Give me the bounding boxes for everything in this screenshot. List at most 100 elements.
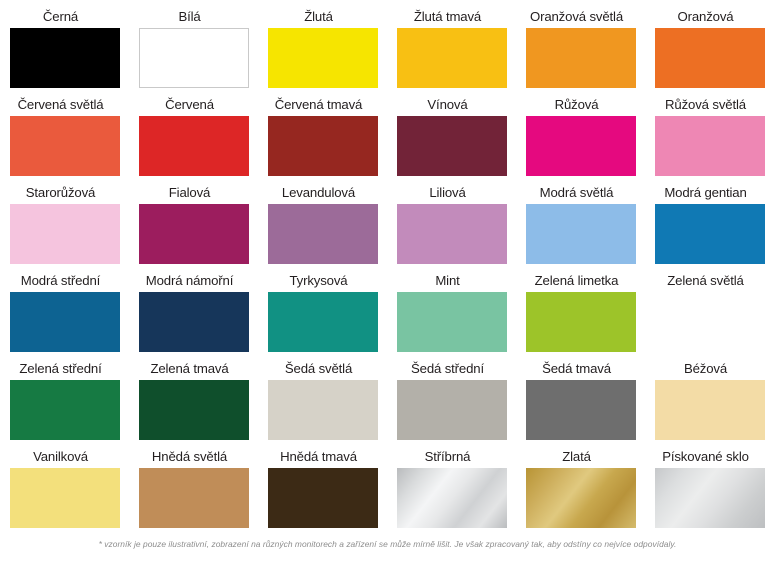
swatch-chip-cervena[interactable]: [139, 116, 249, 176]
swatch-chip-zluta[interactable]: [268, 28, 378, 88]
swatch-label: Pískované sklo: [662, 449, 749, 464]
swatch-label: Oranžová světlá: [529, 9, 624, 24]
swatch-cell-bila[interactable]: Bílá: [139, 6, 249, 94]
swatch-cell-zelena-tmava[interactable]: Zelená tmavá: [139, 358, 249, 446]
swatch-cell-oranzova-svetla[interactable]: Oranžová světlá: [526, 6, 636, 94]
swatch-cell-liliova[interactable]: Liliová: [397, 182, 507, 270]
swatch-label: Béžová: [683, 361, 728, 376]
swatch-cell-zlata[interactable]: Zlatá: [526, 446, 636, 534]
swatch-label: Zelená střední: [19, 361, 102, 376]
swatch-label: Šedá střední: [411, 361, 484, 376]
swatch-grid: Černá Bílá Žlutá Žlutá tmavá Oranžová světlá…: [10, 6, 765, 534]
swatch-chip-seda-svetla[interactable]: [268, 380, 378, 440]
swatch-cell-vanilkova[interactable]: Vanilková: [10, 446, 120, 534]
swatch-chip-ruzova[interactable]: [526, 116, 636, 176]
swatch-chip-zelena-svetla[interactable]: [655, 292, 765, 352]
swatch-label: Zelená limetka: [534, 273, 619, 288]
swatch-chip-fialova[interactable]: [139, 204, 249, 264]
swatch-chip-cervena-tmava[interactable]: [268, 116, 378, 176]
swatch-cell-mint[interactable]: Mint: [397, 270, 507, 358]
swatch-chip-modra-namorni[interactable]: [139, 292, 249, 352]
swatch-chip-stribrna[interactable]: [397, 468, 507, 528]
swatch-label: Modrá světlá: [539, 185, 614, 200]
swatch-label: Šedá tmavá: [542, 361, 611, 376]
swatch-chip-liliova[interactable]: [397, 204, 507, 264]
swatch-chip-seda-stredni[interactable]: [397, 380, 507, 440]
swatch-label: Růžová světlá: [665, 97, 746, 112]
swatch-cell-zluta[interactable]: Žlutá: [268, 6, 378, 94]
swatch-cell-modra-namorni[interactable]: Modrá námořní: [139, 270, 249, 358]
swatch-cell-seda-stredni[interactable]: Šedá střední: [397, 358, 507, 446]
swatch-chip-modra-gentian[interactable]: [655, 204, 765, 264]
swatch-chip-modra-stredni[interactable]: [10, 292, 120, 352]
swatch-chip-zelena-limetka[interactable]: [526, 292, 636, 352]
swatch-cell-bezova[interactable]: Béžová: [655, 358, 765, 446]
swatch-label: Modrá střední: [20, 273, 101, 288]
swatch-chip-cerna[interactable]: [10, 28, 120, 88]
swatch-label: Bílá: [178, 9, 201, 24]
swatch-chip-levandulova[interactable]: [268, 204, 378, 264]
swatch-cell-ruzova[interactable]: Růžová: [526, 94, 636, 182]
swatch-chip-tyrkysova[interactable]: [268, 292, 378, 352]
swatch-cell-piskovane-sklo[interactable]: Pískované sklo: [655, 446, 765, 534]
swatch-chip-piskovane-sklo[interactable]: [655, 468, 765, 528]
swatch-label: Zelená světlá: [667, 273, 744, 288]
swatch-cell-hneda-svetla[interactable]: Hnědá světlá: [139, 446, 249, 534]
swatch-chip-vanilkova[interactable]: [10, 468, 120, 528]
swatch-chip-zlata[interactable]: [526, 468, 636, 528]
swatch-cell-cervena[interactable]: Červená: [139, 94, 249, 182]
swatch-chip-bila[interactable]: [139, 28, 249, 88]
swatch-chip-hneda-tmava[interactable]: [268, 468, 378, 528]
swatch-chip-bezova[interactable]: [655, 380, 765, 440]
swatch-cell-vinova[interactable]: Vínová: [397, 94, 507, 182]
swatch-label: Vanilková: [33, 449, 88, 464]
swatch-cell-modra-stredni[interactable]: Modrá střední: [10, 270, 120, 358]
swatch-chip-ruzova-svetla[interactable]: [655, 116, 765, 176]
swatch-cell-ruzova-svetla[interactable]: Růžová světlá: [655, 94, 765, 182]
swatch-cell-oranzova[interactable]: Oranžová: [655, 6, 765, 94]
swatch-chip-oranzova-svetla[interactable]: [526, 28, 636, 88]
swatch-cell-levandulova[interactable]: Levandulová: [268, 182, 378, 270]
swatch-label: Červená: [165, 97, 214, 112]
swatch-cell-zelena-stredni[interactable]: Zelená střední: [10, 358, 120, 446]
swatch-label: Modrá námořní: [145, 273, 234, 288]
swatch-cell-zelena-svetla[interactable]: Zelená světlá: [655, 270, 765, 358]
swatch-cell-modra-svetla[interactable]: Modrá světlá: [526, 182, 636, 270]
swatch-label: Červená tmavá: [274, 97, 363, 112]
swatch-cell-hneda-tmava[interactable]: Hnědá tmavá: [268, 446, 378, 534]
swatch-chip-zelena-stredni[interactable]: [10, 380, 120, 440]
swatch-label: Zlatá: [562, 449, 591, 464]
swatch-cell-cerna[interactable]: Černá: [10, 6, 120, 94]
swatch-chip-cervena-svetla[interactable]: [10, 116, 120, 176]
swatch-label: Oranžová: [677, 9, 734, 24]
swatch-cell-modra-gentian[interactable]: Modrá gentian: [655, 182, 765, 270]
swatch-cell-cervena-svetla[interactable]: Červená světlá: [10, 94, 120, 182]
swatch-label: Žlutá: [304, 9, 333, 24]
swatch-label: Hnědá tmavá: [280, 449, 357, 464]
swatch-cell-tyrkysova[interactable]: Tyrkysová: [268, 270, 378, 358]
swatch-cell-zelena-limetka[interactable]: Zelená limetka: [526, 270, 636, 358]
swatch-cell-seda-svetla[interactable]: Šedá světlá: [268, 358, 378, 446]
swatch-chip-oranzova[interactable]: [655, 28, 765, 88]
swatch-chip-hneda-svetla[interactable]: [139, 468, 249, 528]
swatch-chip-mint[interactable]: [397, 292, 507, 352]
swatch-chip-vinova[interactable]: [397, 116, 507, 176]
swatch-cell-staroruzova[interactable]: Starorůžová: [10, 182, 120, 270]
swatch-label: Zelená tmavá: [150, 361, 229, 376]
swatch-cell-fialova[interactable]: Fialová: [139, 182, 249, 270]
footnote-disclaimer: * vzorník je pouze ilustrativní, zobraze…: [98, 539, 677, 549]
swatch-chip-seda-tmava[interactable]: [526, 380, 636, 440]
swatch-label: Černá: [42, 9, 79, 24]
swatch-chip-staroruzova[interactable]: [10, 204, 120, 264]
swatch-cell-seda-tmava[interactable]: Šedá tmavá: [526, 358, 636, 446]
swatch-cell-zluta-tmava[interactable]: Žlutá tmavá: [397, 6, 507, 94]
swatch-cell-stribrna[interactable]: Stříbrná: [397, 446, 507, 534]
swatch-chip-modra-svetla[interactable]: [526, 204, 636, 264]
swatch-label: Hnědá světlá: [151, 449, 228, 464]
swatch-cell-cervena-tmava[interactable]: Červená tmavá: [268, 94, 378, 182]
swatch-chip-zluta-tmava[interactable]: [397, 28, 507, 88]
swatch-label: Stříbrná: [424, 449, 471, 464]
swatch-label: Starorůžová: [25, 185, 96, 200]
swatch-chip-zelena-tmava[interactable]: [139, 380, 249, 440]
swatch-label: Žlutá tmavá: [413, 9, 482, 24]
